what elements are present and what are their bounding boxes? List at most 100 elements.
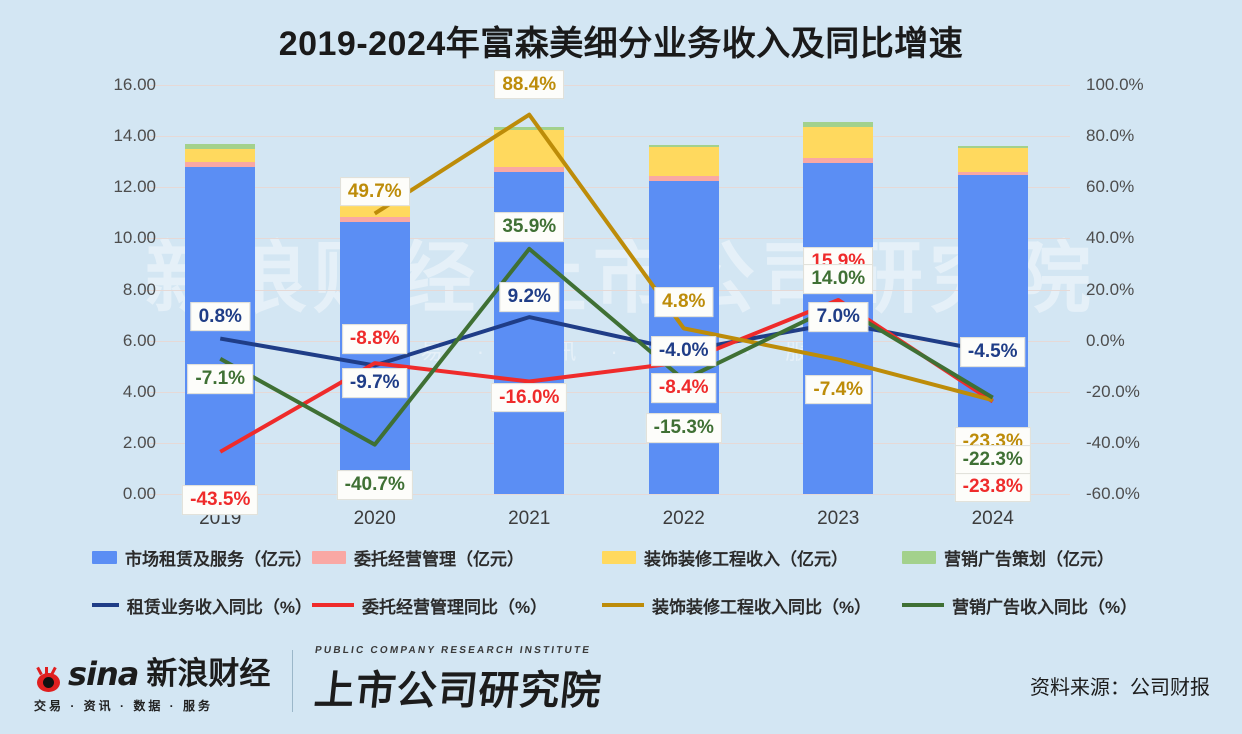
gridline <box>143 391 1070 393</box>
plot-area <box>143 85 1070 495</box>
bar-segment[interactable] <box>648 144 719 147</box>
data-label: 0.8% <box>190 301 250 332</box>
trend-line <box>219 246 994 447</box>
data-label: 7.0% <box>808 301 868 332</box>
y-axis-right-tick: 80.0% <box>1086 126 1135 146</box>
data-label: 88.4% <box>494 69 565 100</box>
data-label: -22.3% <box>954 444 1031 475</box>
gridline <box>143 494 1070 495</box>
sina-tagline: 交易 · 资讯 · 数据 · 服务 <box>34 698 213 713</box>
y-axis-right-tick: 0.0% <box>1086 330 1125 350</box>
y-axis-right-tick: -20.0% <box>1086 381 1140 401</box>
legend-swatch-line <box>602 603 644 607</box>
legend-label: 租赁业务收入同比（%） <box>126 597 312 617</box>
gridline <box>143 136 1070 138</box>
data-label: -40.7% <box>336 469 413 500</box>
y-axis-left-tick: 6.00 <box>122 330 156 350</box>
data-label: -16.0% <box>491 382 568 413</box>
legend-item[interactable]: 装饰装修工程收入（亿元） <box>602 545 902 570</box>
bar-segment[interactable] <box>803 157 874 163</box>
gridline <box>143 340 1070 342</box>
legend-swatch-line <box>92 603 119 607</box>
bar-segment[interactable] <box>339 217 410 222</box>
gridline <box>143 442 1070 444</box>
x-axis-tick: 2023 <box>817 508 860 529</box>
bar-segment[interactable] <box>494 167 565 172</box>
y-axis-right-tick: 40.0% <box>1086 228 1135 248</box>
bar-segment[interactable] <box>648 146 719 176</box>
y-axis-left-tick: 0.00 <box>122 484 156 503</box>
trend-line <box>373 112 994 403</box>
legend-swatch-bar <box>312 550 346 564</box>
legend-item[interactable]: 营销广告收入同比（%） <box>902 593 1202 618</box>
bar-segment[interactable] <box>185 143 256 149</box>
bar-segment[interactable] <box>185 161 256 168</box>
y-axis-left-tick: 16.00 <box>113 75 156 94</box>
y-axis-right-tick: 100.0% <box>1086 75 1144 94</box>
bar-segment[interactable] <box>648 176 719 181</box>
source-note: 资料来源：公司财报 <box>1030 677 1210 699</box>
legend-item[interactable]: 市场租赁及服务（亿元） <box>0 545 312 570</box>
page-title: 2019-2024年富森美细分业务收入及同比增速 <box>278 25 964 63</box>
y-axis-left-tick: 8.00 <box>122 279 156 299</box>
data-label: -43.5% <box>182 484 259 515</box>
data-label: 9.2% <box>499 282 559 313</box>
data-label: -4.5% <box>959 337 1026 368</box>
brand-divider <box>292 649 294 712</box>
data-label: -23.8% <box>954 472 1031 503</box>
legend-label: 装饰装修工程收入（亿元） <box>644 549 848 569</box>
bar-segment[interactable] <box>957 145 1028 148</box>
legend-label: 营销广告策划（亿元） <box>944 549 1114 569</box>
chart-legend: 市场租赁及服务（亿元） 委托经营管理（亿元） 装饰装修工程收入（亿元） 营销广告策划（… <box>0 533 1242 629</box>
data-label: 35.9% <box>494 211 565 242</box>
institute-logo: PUBLIC COMPANY RESEARCH INSTITUTE 上市公司研究… <box>312 645 605 716</box>
legend-item[interactable]: 租赁业务收入同比（%） <box>0 593 312 618</box>
data-label: -7.4% <box>805 374 872 405</box>
bar-segment[interactable] <box>957 171 1028 176</box>
legend-swatch-line <box>902 603 944 607</box>
sina-wordmark: sina <box>68 654 139 693</box>
legend-item[interactable]: 委托经营管理（亿元） <box>312 545 602 570</box>
sina-chinese-name: 新浪财经 <box>146 655 271 692</box>
legend-item[interactable]: 委托经营管理同比（%） <box>312 593 602 618</box>
gridline <box>143 238 1070 240</box>
legend-row-bars: 市场租赁及服务（亿元） 委托经营管理（亿元） 装饰装修工程收入（亿元） 营销广告策划（… <box>0 533 1242 581</box>
line-layer <box>219 112 994 454</box>
bar-segment[interactable] <box>803 122 874 127</box>
y-axis-right-tick: 20.0% <box>1086 279 1135 299</box>
institute-english-name: PUBLIC COMPANY RESEARCH INSTITUTE <box>314 645 593 656</box>
bar-segment[interactable] <box>185 148 256 162</box>
bar-segment[interactable] <box>494 127 565 130</box>
legend-label: 装饰装修工程收入同比（%） <box>652 597 872 617</box>
data-label: -8.4% <box>650 373 717 404</box>
chart-plot-wrapper: 新浪财经 上市公司研究院 交易 · 资讯 · 数据 · 服务 0.00 2.00 4… <box>0 56 1242 529</box>
bar-segment[interactable] <box>803 126 874 158</box>
data-label: -7.1% <box>187 363 254 394</box>
data-label: 14.0% <box>803 263 874 294</box>
legend-swatch-bar <box>92 550 117 564</box>
y-axis-left-tick: 2.00 <box>122 432 156 452</box>
x-axis-tick: 2020 <box>353 508 396 529</box>
trend-line <box>219 297 994 454</box>
y-axis-right-tick: 60.0% <box>1086 177 1135 197</box>
data-label: -8.8% <box>341 324 408 355</box>
legend-swatch-bar <box>902 550 936 564</box>
brand-logos: sina 新浪财经 交易 · 资讯 · 数据 · 服务 PUBLIC COMPA… <box>34 645 605 716</box>
legend-item[interactable]: 装饰装修工程收入同比（%） <box>602 593 902 618</box>
footer: sina 新浪财经 交易 · 资讯 · 数据 · 服务 PUBLIC COMPA… <box>0 629 1242 734</box>
legend-swatch-line <box>312 603 354 607</box>
y-axis-left-tick: 4.00 <box>122 381 156 401</box>
legend-label: 委托经营管理同比（%） <box>362 597 548 617</box>
legend-item[interactable]: 营销广告策划（亿元） <box>902 545 1202 570</box>
data-label: 49.7% <box>339 176 410 207</box>
legend-label: 委托经营管理（亿元） <box>354 549 524 569</box>
y-axis-right-tick: -60.0% <box>1086 484 1140 503</box>
x-axis-tick: 2022 <box>662 508 705 529</box>
bar-segment[interactable] <box>957 147 1028 172</box>
y-axis-left-tick: 14.00 <box>113 126 156 146</box>
gridline <box>143 85 1070 86</box>
y-axis-right-tick: -40.0% <box>1086 432 1140 452</box>
legend-label: 营销广告收入同比（%） <box>952 597 1138 617</box>
institute-chinese-name: 上市公司研究院 <box>312 668 605 714</box>
y-axis-left-tick: 12.00 <box>113 177 156 197</box>
